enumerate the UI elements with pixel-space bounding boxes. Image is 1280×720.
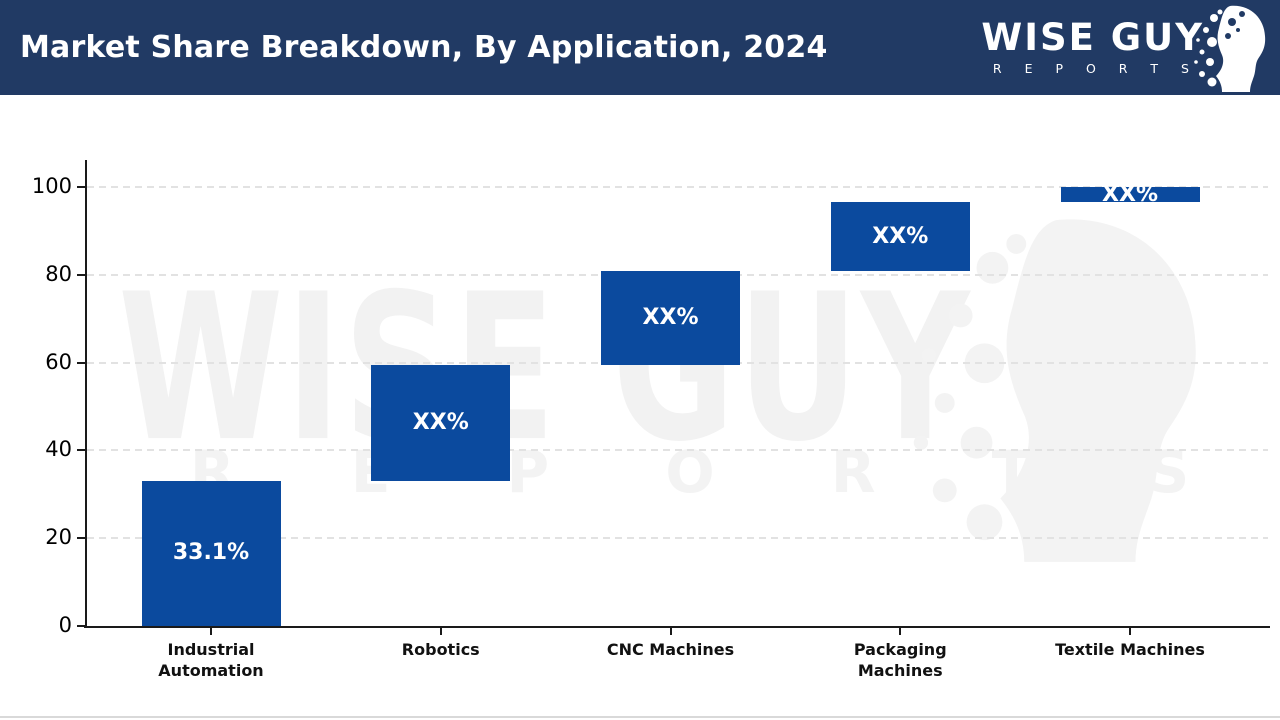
y-axis-tick (77, 449, 85, 452)
y-axis-tick (77, 361, 85, 364)
y-axis-tick (77, 537, 85, 540)
page-title: Market Share Breakdown, By Application, … (20, 30, 828, 65)
y-axis-tick-label: 20 (45, 525, 72, 550)
bar-industrial-automation: 33.1% (141, 480, 281, 626)
x-axis-tick (899, 628, 902, 635)
bar-value-label: XX% (1102, 181, 1158, 207)
bar-value-label: XX% (872, 223, 929, 249)
x-axis-tick (1129, 628, 1131, 635)
x-axis-line (84, 626, 1270, 628)
gridline (87, 186, 1268, 188)
head-profile-icon (1194, 5, 1266, 92)
y-axis-tick-label: 100 (31, 174, 72, 198)
gridline (87, 537, 1268, 540)
bar-value-label: 33.1% (172, 540, 250, 566)
logo-subtitle: R E P O R T S (992, 61, 1199, 76)
x-axis-label: Robotics (401, 640, 480, 659)
y-axis-tick (77, 625, 85, 627)
bar-robotics: XX% (371, 364, 511, 481)
x-axis-label: CNC Machines (606, 640, 735, 659)
bar-cnc-machines: XX% (601, 270, 740, 365)
x-axis-label: Industrial Automation (158, 640, 264, 680)
watermark-big-text: WISE GUY (118, 251, 972, 487)
bar-textile-machines: XX% (1060, 183, 1200, 205)
bar-packaging-machines: XX% (830, 202, 970, 271)
gridline (87, 449, 1268, 452)
y-axis-tick-label: 60 (45, 349, 72, 374)
logo-text: WISE GUY R E P O R T S (981, 19, 1204, 76)
y-axis-tick-label: 0 (58, 613, 72, 637)
y-axis-tick (77, 273, 85, 276)
bar-value-label: XX% (642, 304, 699, 330)
x-axis-label: Packaging Machines (853, 640, 947, 680)
y-axis-line (85, 160, 87, 628)
x-axis-tick (439, 628, 442, 635)
y-axis-tick-label: 40 (45, 437, 72, 462)
y-axis-tick (77, 186, 85, 188)
header-band: Market Share Breakdown, By Application, … (0, 0, 1280, 95)
x-axis-tick (669, 628, 672, 635)
x-axis-tick (210, 628, 212, 635)
wise-guy-logo: WISE GUY R E P O R T S (981, 0, 1270, 95)
footer-divider (0, 716, 1280, 718)
bar-value-label: XX% (412, 409, 469, 435)
logo-name: WISE GUY (981, 16, 1204, 59)
x-axis-label: Textile Machines (1055, 640, 1205, 659)
y-axis-tick-label: 80 (45, 261, 72, 286)
